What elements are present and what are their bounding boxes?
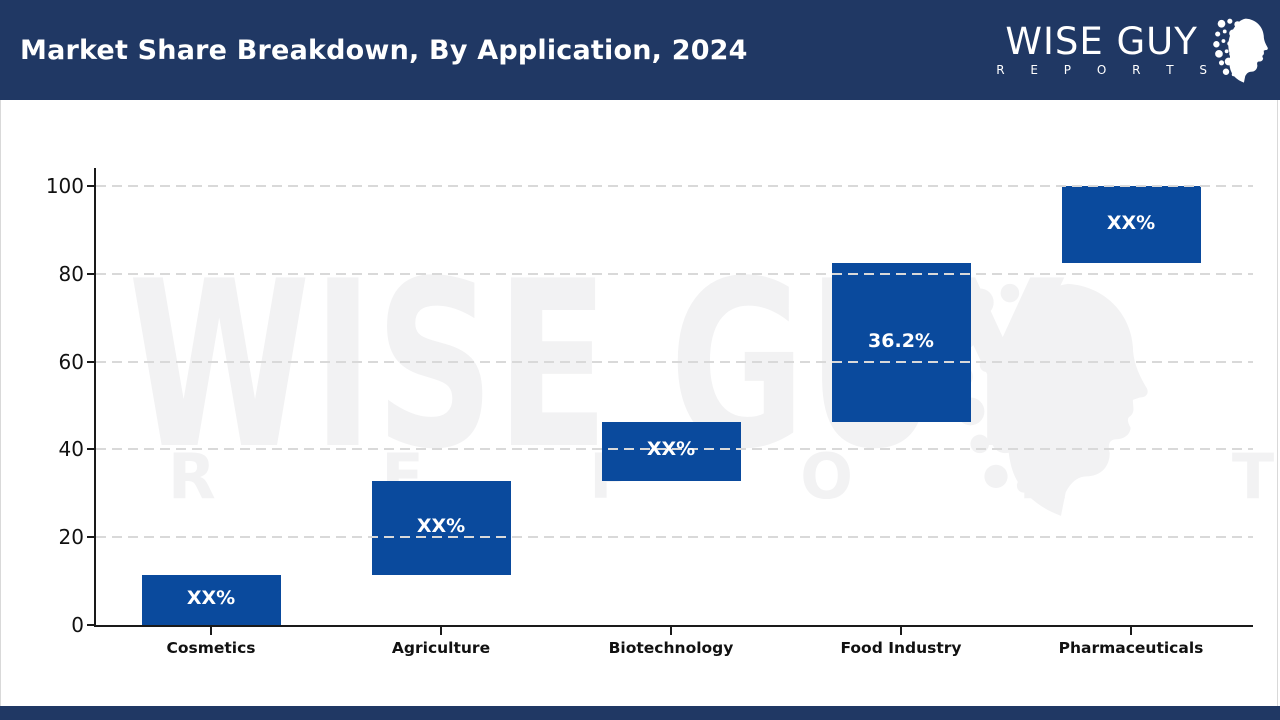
y-tick-80 bbox=[87, 272, 96, 275]
x-tick-pharmaceuticals bbox=[1130, 627, 1132, 635]
bar-agriculture bbox=[371, 480, 511, 575]
bar-label-cosmetics: XX% bbox=[186, 586, 236, 609]
waterfall-chart: 0 20 40 60 80 100 XX% Cosmetics XX% Agriculture XX… bbox=[0, 100, 1280, 707]
y-tick-40 bbox=[87, 448, 96, 451]
y-axis-line bbox=[94, 168, 96, 627]
gridline-80 bbox=[96, 272, 1253, 275]
y-tick-label-80: 80 bbox=[58, 261, 84, 286]
y-tick-label-100: 100 bbox=[45, 174, 84, 198]
right-border bbox=[1277, 100, 1278, 707]
left-border bbox=[0, 100, 1, 707]
brand-name: WISE GUY bbox=[1005, 20, 1198, 63]
bar-pharmaceuticals bbox=[1061, 186, 1201, 264]
y-tick-100 bbox=[87, 185, 96, 187]
x-tick-label-biotechnology: Biotechnology bbox=[608, 639, 734, 657]
y-tick-label-60: 60 bbox=[58, 349, 84, 374]
y-tick-label-0: 0 bbox=[71, 613, 84, 637]
x-axis-line bbox=[94, 625, 1253, 627]
bar-cosmetics bbox=[141, 574, 281, 625]
gridline-60 bbox=[96, 360, 1253, 363]
y-tick-60 bbox=[87, 360, 96, 363]
brand-logo-text: WISE GUY R E P O R T S bbox=[985, 23, 1218, 77]
x-tick-label-pharmaceuticals: Pharmaceuticals bbox=[1058, 639, 1204, 657]
x-tick-food-industry bbox=[900, 627, 902, 635]
gridline-100 bbox=[96, 185, 1253, 187]
x-tick-agriculture bbox=[440, 627, 442, 635]
bar-label-biotechnology: XX% bbox=[646, 438, 696, 461]
bar-biotechnology bbox=[601, 422, 741, 481]
brand-logo: WISE GUY R E P O R T S bbox=[985, 9, 1280, 91]
page-title: Market Share Breakdown, By Application, … bbox=[20, 34, 748, 66]
watermark-face-icon bbox=[949, 283, 1148, 516]
header-bar: Market Share Breakdown, By Application, … bbox=[0, 0, 1280, 100]
y-tick-20 bbox=[87, 536, 96, 539]
bar-label-pharmaceuticals: XX% bbox=[1106, 211, 1156, 234]
dotted-face-icon bbox=[1213, 18, 1268, 83]
bar-label-food-industry: 36.2% bbox=[868, 329, 934, 352]
y-tick-0 bbox=[87, 624, 96, 626]
bar-label-agriculture: XX% bbox=[416, 514, 466, 537]
brand-subtitle: R E P O R T S bbox=[996, 63, 1218, 77]
gridline-20 bbox=[96, 536, 1253, 539]
x-tick-cosmetics bbox=[210, 627, 212, 635]
x-tick-label-agriculture: Agriculture bbox=[391, 639, 491, 657]
x-tick-label-cosmetics: Cosmetics bbox=[166, 639, 256, 657]
footer-bar bbox=[0, 706, 1280, 720]
x-tick-biotechnology bbox=[670, 627, 672, 635]
bar-food-industry bbox=[831, 263, 971, 423]
y-tick-label-40: 40 bbox=[58, 437, 84, 462]
y-tick-label-20: 20 bbox=[58, 525, 84, 550]
x-tick-label-food-industry: Food Industry bbox=[840, 639, 962, 657]
gridline-40 bbox=[96, 448, 1253, 451]
